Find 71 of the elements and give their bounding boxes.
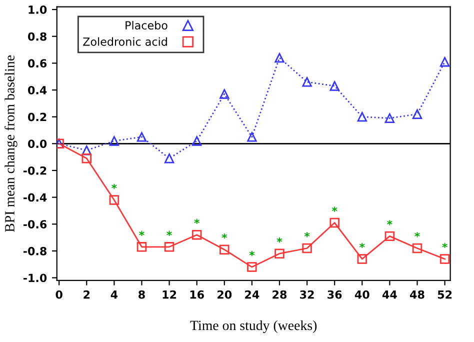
legend-label: Placebo	[126, 20, 168, 30]
annotation: *	[359, 242, 365, 248]
annotation: *	[112, 184, 117, 190]
point	[192, 136, 202, 146]
y-tick-label: -1.0	[23, 274, 47, 282]
y-tick-label: -0.4	[23, 193, 47, 202]
annotation: *	[139, 230, 144, 236]
point	[136, 242, 147, 252]
y-tick-label: 0.6	[28, 59, 47, 68]
x-tick-label: 20	[218, 290, 232, 299]
point	[164, 242, 174, 252]
x-tick-label: 24	[245, 290, 260, 299]
point	[384, 113, 395, 124]
y-tick-label: 0.0	[28, 140, 47, 148]
point	[357, 112, 367, 122]
x-axis-title: Time on study (weeks)	[190, 320, 317, 333]
x-tick-label: 2	[84, 290, 90, 299]
x-tick-label: 40	[354, 290, 370, 299]
annotation: *	[222, 233, 228, 239]
y-tick-label: -0.8	[23, 246, 46, 256]
point	[247, 262, 257, 272]
x-tick-label: 16	[190, 290, 204, 299]
annotation: *	[249, 250, 255, 256]
point	[82, 154, 92, 164]
x-tick-label: 36	[328, 290, 342, 299]
annotation: *	[276, 238, 282, 243]
y-tick-label: 0.8	[28, 32, 46, 41]
y-tick-label: 0.4	[28, 86, 47, 94]
point	[302, 77, 312, 87]
x-tick-label: 44	[382, 290, 397, 299]
point	[412, 109, 422, 119]
annotation: *	[304, 232, 310, 238]
y-axis-title: BPI mean change from baseline	[4, 55, 18, 232]
annotation: *	[414, 232, 420, 238]
point	[192, 230, 202, 240]
point	[274, 52, 284, 63]
legend-label: Zoledronic acid	[83, 37, 167, 46]
y-tick-label: 0.2	[28, 112, 46, 122]
x-tick-label: 52	[438, 290, 452, 299]
annotation: *	[442, 242, 448, 248]
point	[302, 243, 312, 254]
point	[357, 254, 367, 264]
annotation: *	[387, 220, 392, 226]
point	[164, 154, 174, 164]
x-tick-label: 28	[272, 290, 287, 299]
annotation: *	[194, 218, 200, 224]
point	[136, 132, 147, 142]
point	[440, 254, 450, 264]
point	[330, 218, 340, 228]
point	[220, 89, 230, 99]
annotation: *	[332, 206, 338, 212]
point	[384, 231, 395, 242]
x-tick-label: 8	[138, 290, 145, 299]
y-tick-label: -0.6	[23, 220, 47, 228]
point	[274, 248, 284, 258]
y-tick-label: 1.0	[28, 5, 47, 14]
point	[109, 136, 120, 146]
x-tick-label: 48	[410, 290, 424, 299]
x-tick-label: 32	[300, 290, 314, 299]
point	[330, 81, 340, 91]
x-tick-label: 12	[162, 290, 176, 299]
annotation: *	[166, 230, 172, 236]
y-tick-label: -0.2	[23, 166, 46, 175]
x-tick-label: 4	[110, 290, 118, 299]
point	[247, 132, 257, 142]
point	[412, 243, 422, 254]
x-tick-label: 0	[56, 290, 62, 299]
point	[82, 145, 92, 156]
point	[109, 195, 120, 205]
point	[220, 244, 230, 254]
point	[440, 56, 450, 67]
